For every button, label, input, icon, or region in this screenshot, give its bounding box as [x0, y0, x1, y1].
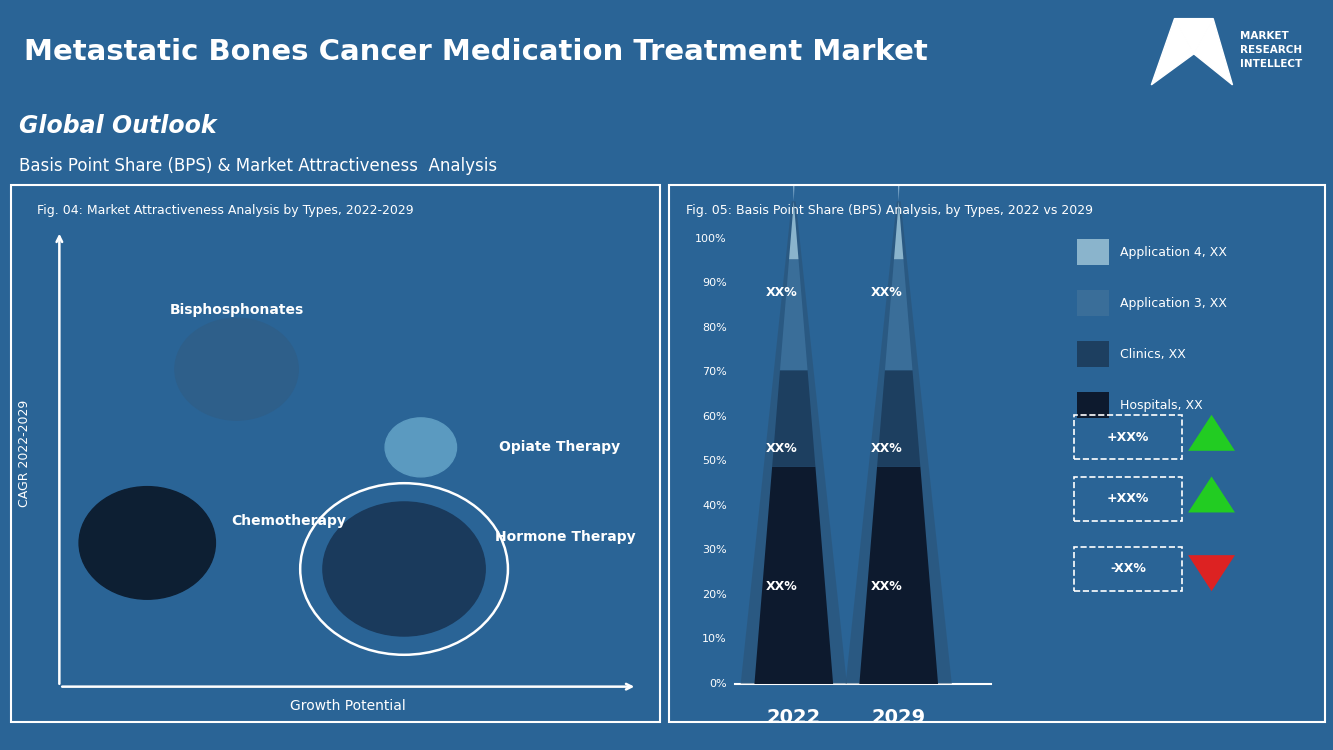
Text: 2029: 2029	[872, 708, 926, 727]
Text: Fig. 04: Market Attractiveness Analysis by Types, 2022-2029: Fig. 04: Market Attractiveness Analysis …	[36, 204, 413, 217]
Polygon shape	[1152, 19, 1194, 85]
Bar	[1077, 392, 1109, 418]
Polygon shape	[894, 201, 904, 260]
Text: XX%: XX%	[872, 286, 902, 298]
Text: +XX%: +XX%	[1106, 493, 1149, 506]
Circle shape	[323, 502, 485, 636]
Bar	[1077, 239, 1109, 266]
Text: 70%: 70%	[702, 368, 726, 377]
Polygon shape	[1188, 415, 1234, 451]
Text: Fig. 05: Basis Point Share (BPS) Analysis, by Types, 2022 vs 2029: Fig. 05: Basis Point Share (BPS) Analysi…	[685, 204, 1093, 217]
Text: MARKET
RESEARCH
INTELLECT: MARKET RESEARCH INTELLECT	[1240, 31, 1302, 69]
Text: Chemotherapy: Chemotherapy	[232, 514, 347, 529]
Polygon shape	[772, 370, 816, 466]
Polygon shape	[1188, 555, 1234, 591]
Text: XX%: XX%	[766, 580, 798, 592]
Polygon shape	[877, 370, 920, 466]
Text: Growth Potential: Growth Potential	[291, 700, 407, 713]
Circle shape	[385, 418, 456, 477]
Text: 10%: 10%	[702, 634, 726, 644]
Polygon shape	[845, 201, 952, 684]
Text: XX%: XX%	[872, 580, 902, 592]
Text: 2022: 2022	[766, 708, 821, 727]
Text: CAGR 2022-2029: CAGR 2022-2029	[19, 400, 32, 507]
Text: Metastatic Bones Cancer Medication Treatment Market: Metastatic Bones Cancer Medication Treat…	[24, 38, 928, 66]
Polygon shape	[780, 260, 808, 370]
Text: Application 4, XX: Application 4, XX	[1120, 246, 1228, 259]
Text: 20%: 20%	[702, 590, 726, 600]
Bar	[1077, 341, 1109, 367]
Text: XX%: XX%	[766, 286, 798, 298]
Polygon shape	[860, 466, 938, 684]
Polygon shape	[897, 170, 900, 201]
Text: 80%: 80%	[702, 323, 726, 333]
Text: 50%: 50%	[702, 457, 726, 466]
Text: Application 3, XX: Application 3, XX	[1120, 297, 1228, 310]
Text: XX%: XX%	[766, 442, 798, 454]
Text: Bisphosphonates: Bisphosphonates	[169, 303, 304, 317]
Text: 30%: 30%	[702, 545, 726, 556]
Text: Hormone Therapy: Hormone Therapy	[495, 530, 636, 544]
Text: XX%: XX%	[872, 442, 902, 454]
Text: 60%: 60%	[702, 412, 726, 422]
Text: Opiate Therapy: Opiate Therapy	[499, 440, 620, 454]
Text: Basis Point Share (BPS) & Market Attractiveness  Analysis: Basis Point Share (BPS) & Market Attract…	[19, 157, 497, 175]
Text: Clinics, XX: Clinics, XX	[1120, 348, 1186, 361]
Text: +XX%: +XX%	[1106, 430, 1149, 444]
Circle shape	[79, 487, 216, 599]
Circle shape	[175, 318, 299, 420]
Polygon shape	[754, 466, 833, 684]
Bar	[1077, 290, 1109, 316]
Text: 0%: 0%	[709, 679, 726, 689]
Text: -XX%: -XX%	[1110, 562, 1146, 575]
Polygon shape	[1174, 19, 1213, 54]
Polygon shape	[789, 201, 798, 260]
Text: Global Outlook: Global Outlook	[19, 114, 217, 138]
Polygon shape	[792, 170, 794, 201]
Polygon shape	[1188, 476, 1234, 512]
Text: 90%: 90%	[702, 278, 726, 289]
Polygon shape	[885, 260, 913, 370]
Polygon shape	[1194, 19, 1233, 85]
Text: 100%: 100%	[696, 234, 726, 244]
Text: 40%: 40%	[702, 501, 726, 511]
Polygon shape	[741, 201, 846, 684]
Text: Hospitals, XX: Hospitals, XX	[1120, 398, 1204, 412]
